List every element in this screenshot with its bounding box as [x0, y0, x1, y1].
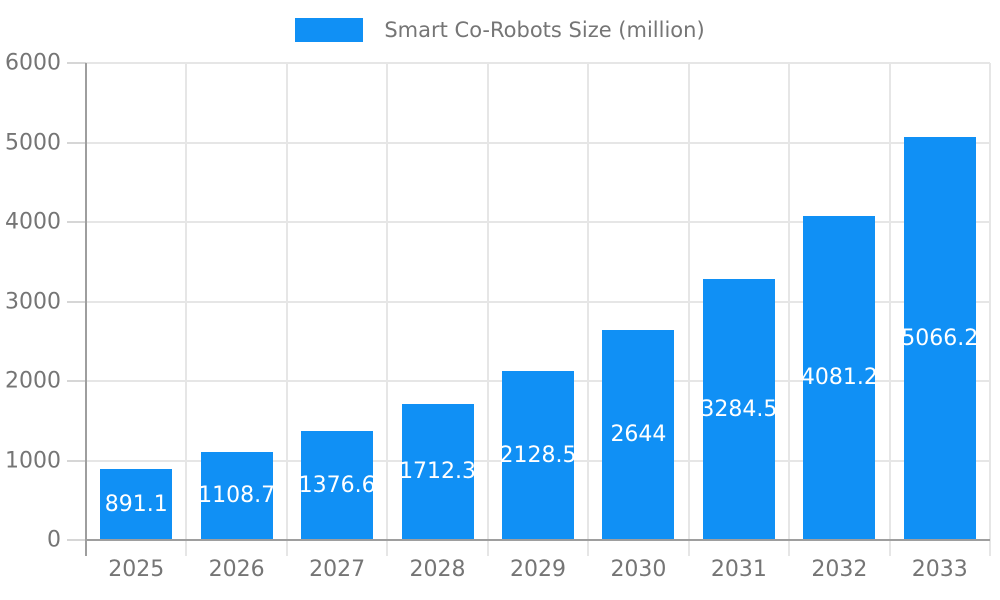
y-axis-label: 2000: [5, 368, 61, 394]
bar-value-label: 1712.3: [399, 459, 477, 485]
y-axis-label: 0: [47, 527, 61, 553]
x-axis-label-2029: 2029: [509, 557, 566, 582]
bar-2026[interactable]: 1108.7: [198, 451, 276, 540]
y-gridline: [86, 300, 990, 303]
y-axis-label: 1000: [5, 448, 61, 473]
y-axis-tick: [67, 380, 86, 382]
plot-area: 0 1000 2000 3000 4000 5000 6000 891.1 2025 1108.7…: [5, 51, 991, 582]
y-axis-tick: [67, 62, 86, 64]
bar-value-label: 891.1: [104, 492, 168, 518]
bar-value-label: 4081.2: [800, 365, 878, 391]
y-gridline: [86, 221, 990, 223]
bar-value-label: 2644: [610, 422, 667, 448]
bar-2030[interactable]: 2644: [602, 329, 675, 540]
x-gridline: [989, 63, 991, 556]
bar-2028[interactable]: 1712.3: [399, 403, 477, 540]
x-gridline: [386, 63, 389, 556]
y-axis-tick: [67, 221, 86, 223]
bar-value-label: 2128.5: [499, 442, 577, 468]
x-axis-label-2033: 2033: [911, 557, 968, 582]
x-axis-label-2025: 2025: [108, 557, 165, 582]
y-gridline: [86, 62, 990, 64]
x-gridline: [486, 63, 489, 556]
x-gridline: [285, 63, 288, 556]
y-axis-label: 6000: [5, 50, 61, 76]
bar-2025[interactable]: 891.1: [100, 469, 173, 540]
x-axis-label-2031: 2031: [710, 557, 767, 582]
chart-legend[interactable]: Smart Co-Robots Size (million): [0, 18, 1000, 42]
x-axis-label-2030: 2030: [610, 557, 667, 582]
x-gridline: [888, 63, 891, 556]
legend-label: Smart Co-Robots Size (million): [384, 18, 705, 42]
x-axis-label-2027: 2027: [309, 557, 366, 582]
bar-value-label: 1108.7: [198, 483, 276, 509]
x-gridline: [788, 63, 791, 556]
y-axis-label: 4000: [5, 209, 61, 235]
bar-2029[interactable]: 2128.5: [499, 370, 577, 540]
y-axis-tick: [67, 300, 86, 303]
y-gridline: [86, 141, 990, 144]
x-axis-label-2032: 2032: [811, 557, 868, 582]
x-axis-label-2026: 2026: [208, 557, 265, 582]
bar-value-label: 5066.2: [901, 326, 979, 352]
y-axis-label: 3000: [5, 289, 61, 314]
bar-2032[interactable]: 4081.2: [800, 215, 878, 540]
y-axis-tick: [67, 539, 86, 541]
y-axis-line: [85, 63, 87, 556]
x-gridline: [687, 63, 690, 556]
bar-value-label: 1376.6: [298, 472, 376, 498]
x-axis-label-2028: 2028: [409, 557, 466, 582]
x-gridline: [185, 63, 188, 556]
y-axis-tick: [67, 141, 86, 144]
y-axis-label: 5000: [5, 130, 61, 155]
bar-2031[interactable]: 3284.5: [700, 278, 778, 540]
y-axis-tick: [67, 459, 86, 462]
x-gridline: [587, 63, 590, 556]
legend-swatch-icon: [295, 18, 364, 42]
bar-value-label: 3284.5: [700, 396, 778, 422]
x-axis-baseline: [86, 539, 990, 541]
bar-2033[interactable]: 5066.2: [901, 137, 979, 540]
bar-2027[interactable]: 1376.6: [298, 430, 376, 540]
